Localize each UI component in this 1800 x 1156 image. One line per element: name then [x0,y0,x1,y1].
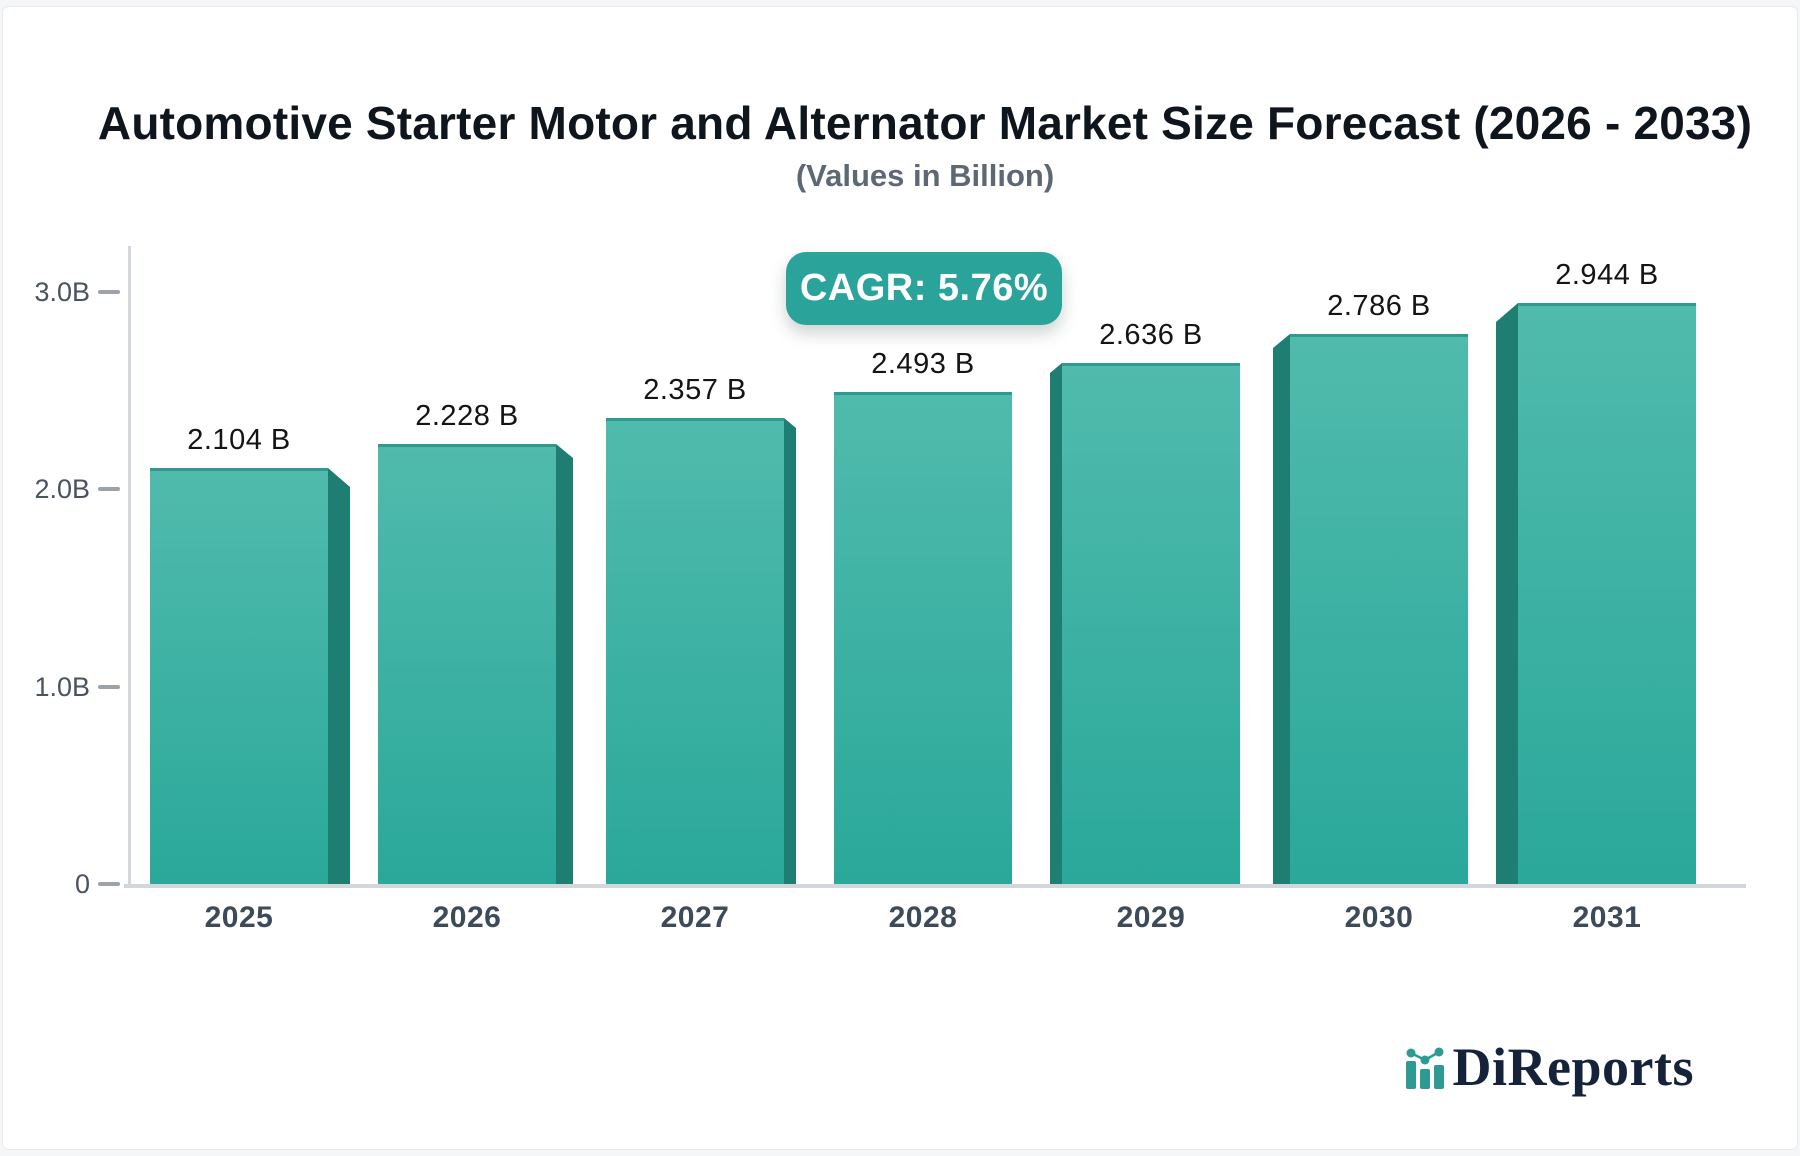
direports-logo: DiReports [1405,1034,1694,1096]
bar-value-label: 2.228 B [415,400,519,432]
bar-2028 [834,392,1012,884]
x-axis-category-label: 2028 [888,901,958,934]
x-axis-category-label: 2031 [1572,901,1642,934]
bar-3d-side [1496,303,1518,884]
bar-value-label: 2.493 B [871,348,975,380]
cagr-badge: CAGR: 5.76% [786,252,1062,325]
x-axis-category-label: 2025 [204,901,274,934]
bar-2029 [1062,363,1240,884]
bar-2030 [1290,334,1468,884]
bar-3d-side [328,468,350,884]
y-axis-tick-label: 3.0B [34,277,90,307]
y-axis-tick-mark [98,487,120,491]
bar-value-label: 2.636 B [1099,319,1203,351]
bar-2031 [1518,303,1696,884]
y-axis-tick-label: 0 [74,869,90,899]
chart-title: Automotive Starter Motor and Alternator … [97,97,1753,149]
y-axis-tick-mark [98,882,120,886]
x-axis-baseline [124,884,1746,888]
chart-subtitle: (Values in Billion) [795,158,1055,193]
bar-value-label: 2.944 B [1555,259,1659,291]
bar-line-chart-icon [1405,1047,1444,1089]
y-axis-tick-label: 2.0B [34,474,90,504]
bar-value-label: 2.786 B [1327,290,1431,322]
y-axis-tick-label: 1.0B [34,672,90,702]
bar-3d-side [1273,334,1290,884]
bar-2026 [378,444,556,884]
y-axis-line [128,246,131,887]
x-axis-category-label: 2030 [1344,901,1414,934]
bar-2027 [606,418,784,884]
x-axis-category-label: 2029 [1116,901,1186,934]
bar-value-label: 2.104 B [187,424,291,456]
bar-3d-side [1050,363,1062,884]
bar-value-label: 2.357 B [643,374,747,406]
bar-2025 [150,468,328,884]
x-axis-category-label: 2027 [660,901,730,934]
cagr-badge-label: CAGR: 5.76% [799,267,1049,309]
logo-wordmark: DiReports [1452,1037,1694,1097]
y-axis-tick-mark [98,685,120,689]
y-axis-tick-mark [98,290,120,294]
bar-3d-side [784,418,796,884]
x-axis-category-label: 2026 [432,901,502,934]
bar-3d-side [556,444,573,884]
